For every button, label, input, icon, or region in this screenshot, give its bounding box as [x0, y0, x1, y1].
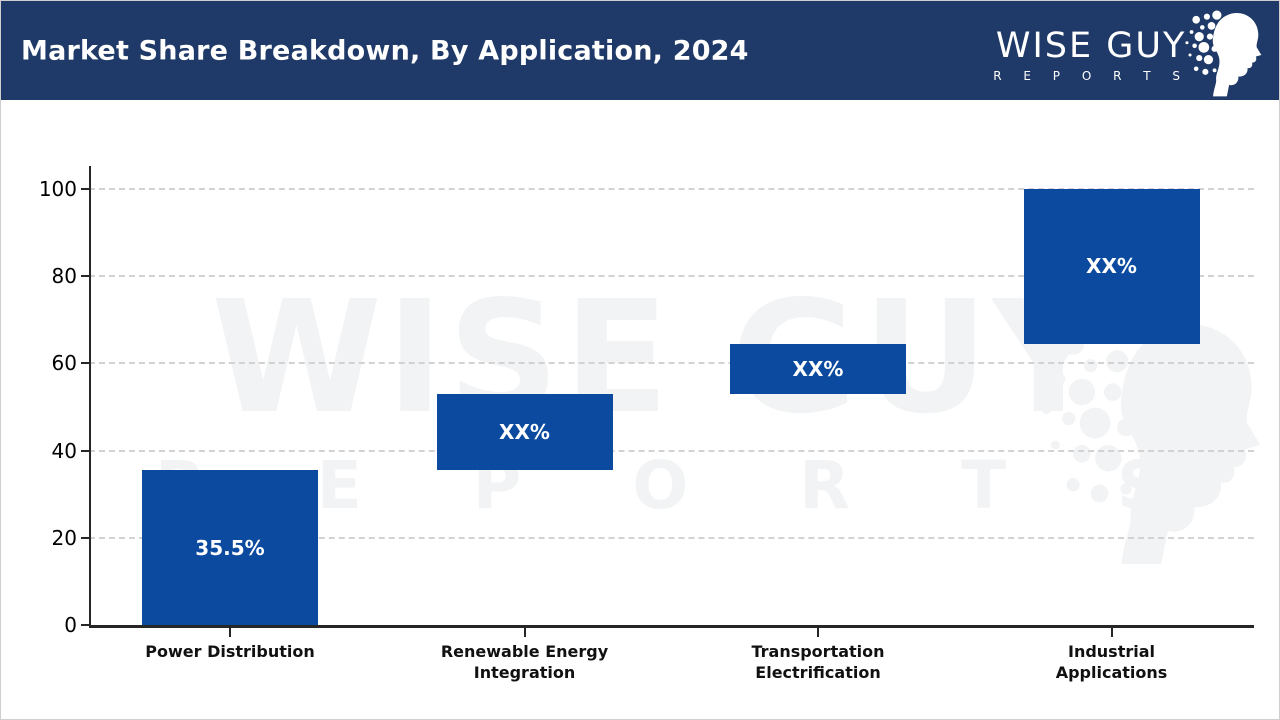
y-tick-mark-40: [81, 449, 89, 452]
y-tick-mark-100: [81, 188, 89, 190]
header-bar: Market Share Breakdown, By Application, …: [1, 1, 1279, 101]
chart-title: Market Share Breakdown, By Application, …: [21, 35, 749, 66]
x-category-label-4: Industrial Applications: [1055, 642, 1168, 682]
bar-segment-3: XX%: [730, 343, 906, 394]
y-tick-mark-0: [81, 624, 89, 626]
y-axis-spine: [89, 166, 91, 628]
wise-guy-reports-logo: WISE GUY R E P O R T S: [993, 9, 1271, 101]
bar-value-label-2: XX%: [499, 420, 550, 445]
bar-segment-4: XX%: [1023, 189, 1200, 344]
bar-segment-1: 35.5%: [142, 470, 318, 625]
gridline-60: [89, 362, 1254, 365]
bar-value-label-4: XX%: [1086, 254, 1137, 279]
bar-segment-2: XX%: [436, 393, 613, 471]
x-axis-line: [89, 625, 1254, 628]
y-tick-label-0: 0: [64, 613, 77, 637]
y-tick-label-100: 100: [38, 177, 77, 201]
gridline-40: [89, 449, 1254, 452]
logo-text: WISE GUY R E P O R T S: [993, 25, 1189, 83]
gridline-80: [89, 275, 1254, 278]
x-category-label-3: Transportation Electrification: [751, 642, 885, 682]
x-tick-mark-1: [229, 628, 231, 637]
y-tick-label-60: 60: [51, 351, 77, 376]
dotted-face-icon: [1185, 10, 1262, 97]
y-tick-mark-60: [81, 362, 89, 365]
x-category-label-2: Renewable Energy Integration: [440, 642, 609, 682]
y-tick-label-40: 40: [51, 438, 77, 463]
y-tick-mark-80: [81, 275, 89, 278]
gridline-20: [89, 536, 1254, 539]
x-tick-mark-3: [817, 628, 819, 637]
x-tick-mark-4: [1110, 628, 1113, 637]
gridline-100: [89, 188, 1254, 190]
plot-area: WISE GUY R E P O R T S 0 20 40 60 80 100 35.5%…: [1, 100, 1279, 719]
bar-value-label-3: XX%: [792, 356, 844, 381]
x-tick-mark-2: [523, 628, 526, 637]
bar-value-label-1: 35.5%: [195, 535, 265, 560]
y-tick-label-80: 80: [51, 264, 77, 289]
y-tick-mark-20: [81, 536, 89, 539]
x-category-label-1: Power Distribution: [145, 642, 315, 661]
watermark-wordmark: WISE GUY: [211, 267, 1109, 448]
logo-subtitle: R E P O R T S: [993, 68, 1189, 83]
y-tick-label-20: 20: [51, 525, 77, 550]
logo-wordmark: WISE GUY: [995, 25, 1187, 66]
